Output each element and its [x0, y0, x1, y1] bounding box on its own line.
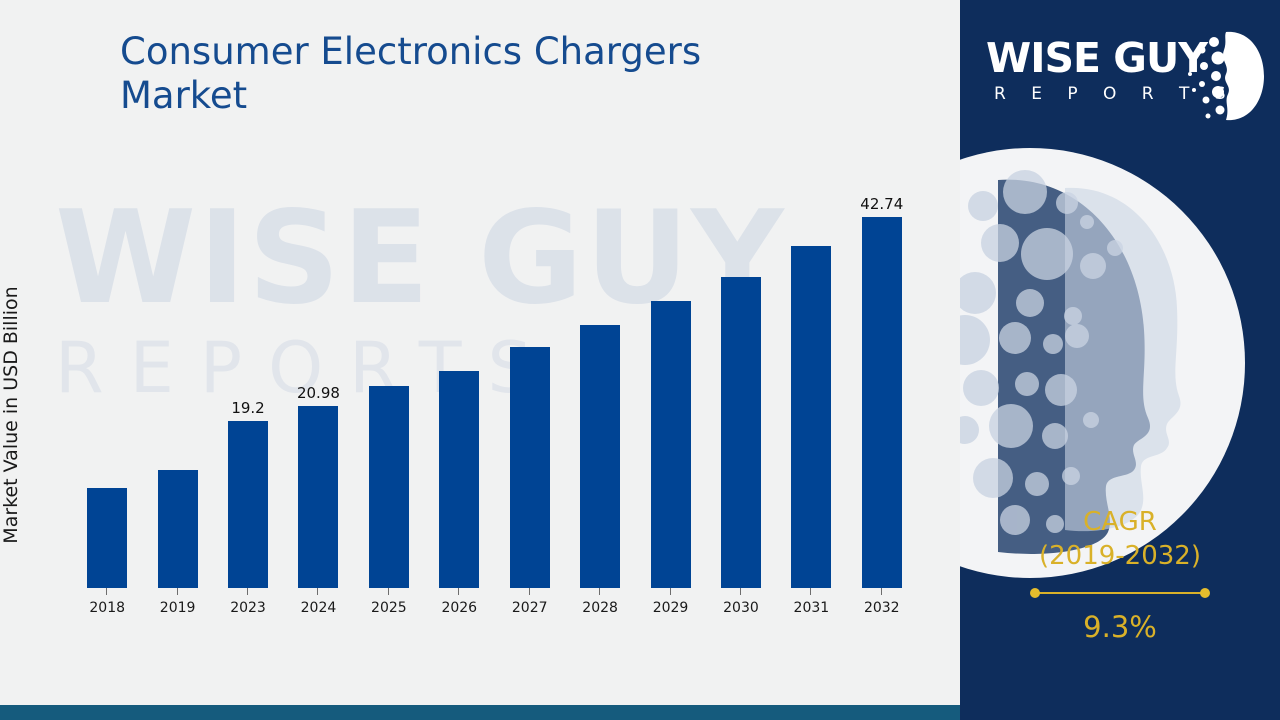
- bar-value-label: 19.2: [231, 399, 265, 417]
- logo-wordmark-bottom: R E P O R T S: [994, 84, 1236, 104]
- x-axis-tick-label: 2030: [723, 600, 759, 616]
- x-axis-tick-label: 2027: [511, 600, 548, 616]
- bar[interactable]: [157, 470, 198, 588]
- x-axis-tick-label: 2019: [159, 600, 196, 616]
- footer-strip: [0, 705, 960, 720]
- logo-head-icon: [1188, 31, 1264, 121]
- bar[interactable]: [87, 488, 128, 588]
- x-axis-tick-label: 2028: [582, 600, 618, 616]
- bar[interactable]: [580, 325, 621, 588]
- x-axis-tick-label: 2026: [441, 600, 478, 616]
- bar[interactable]: [650, 301, 691, 588]
- bar-value-label: 20.98: [296, 384, 340, 402]
- bar[interactable]: [509, 347, 550, 588]
- cagr-divider: [1030, 587, 1210, 598]
- x-axis-tick: [458, 588, 460, 595]
- x-axis-tick: [176, 588, 178, 595]
- bar-group: 2029: [636, 150, 706, 616]
- bar-group: 2026: [424, 150, 494, 616]
- x-axis-tick-label: 2018: [89, 600, 126, 616]
- bar-group: 2019: [143, 150, 213, 616]
- logo-wordmark-top: WISE GUY: [986, 34, 1208, 82]
- bar-group: 19.2 2023: [213, 150, 283, 616]
- cagr-period: (2019-2032): [1038, 540, 1201, 571]
- y-axis-label: Market Value in USD Billion: [0, 286, 22, 544]
- bar[interactable]: [439, 371, 480, 588]
- x-axis-tick: [880, 588, 882, 595]
- bar-group: 2027: [495, 150, 565, 616]
- x-axis-tick: [528, 588, 530, 595]
- x-axis-tick-label: 2024: [300, 600, 337, 616]
- bar[interactable]: [368, 386, 409, 588]
- bar-group: 2025: [354, 150, 424, 616]
- x-axis-tick: [317, 588, 319, 595]
- divider-line: [1035, 591, 1205, 594]
- x-axis-tick-label: 2029: [652, 600, 689, 616]
- bar-group: 20.98 2024: [283, 150, 353, 616]
- cagr-title: CAGR: [1083, 507, 1157, 537]
- bar-group: 2018: [72, 150, 142, 616]
- x-axis-tick: [247, 588, 249, 595]
- bubble-pattern: [960, 170, 1181, 535]
- x-axis-tick: [739, 588, 741, 595]
- x-axis-tick: [106, 588, 108, 595]
- page-title: Consumer Electronics Chargers Market: [120, 30, 702, 117]
- cagr-block: CAGR (2019-2032) 9.3%: [960, 506, 1280, 644]
- bar-chart-plot-area: 2018 2019 19.2 2023 20.98 2024 2025 2026 2027 202…: [72, 150, 917, 616]
- cagr-value: 9.3%: [1083, 609, 1157, 644]
- divider-dot-right: [1200, 587, 1210, 598]
- bar[interactable]: [861, 217, 902, 588]
- bar-group: 42.74 2032: [847, 150, 917, 616]
- x-axis-tick: [599, 588, 601, 595]
- bar[interactable]: [720, 277, 761, 588]
- divider-dot-left: [1030, 587, 1040, 598]
- x-axis-tick: [669, 588, 671, 595]
- brand-logo[interactable]: WISE GUY R E P O R T S: [982, 28, 1264, 124]
- x-axis-tick: [810, 588, 812, 595]
- chart-panel: WISE GUY REPORTS Consumer Electronics Ch…: [0, 30, 960, 720]
- x-axis-tick-label: 2031: [793, 600, 830, 616]
- x-axis-tick-label: 2025: [371, 600, 407, 616]
- bar[interactable]: [228, 421, 269, 588]
- x-axis-tick-label: 2032: [863, 600, 900, 616]
- x-axis-tick-label: 2023: [230, 600, 266, 616]
- bar-group: 2031: [776, 150, 846, 616]
- x-axis-tick: [387, 588, 389, 595]
- bar-group: 2030: [706, 150, 776, 616]
- bar-group: 2028: [565, 150, 635, 616]
- brand-sidebar: WISE GUY R E P O R T S: [960, 0, 1280, 720]
- bar-value-label: 42.74: [860, 195, 904, 213]
- bar[interactable]: [791, 246, 832, 588]
- bar[interactable]: [298, 406, 339, 588]
